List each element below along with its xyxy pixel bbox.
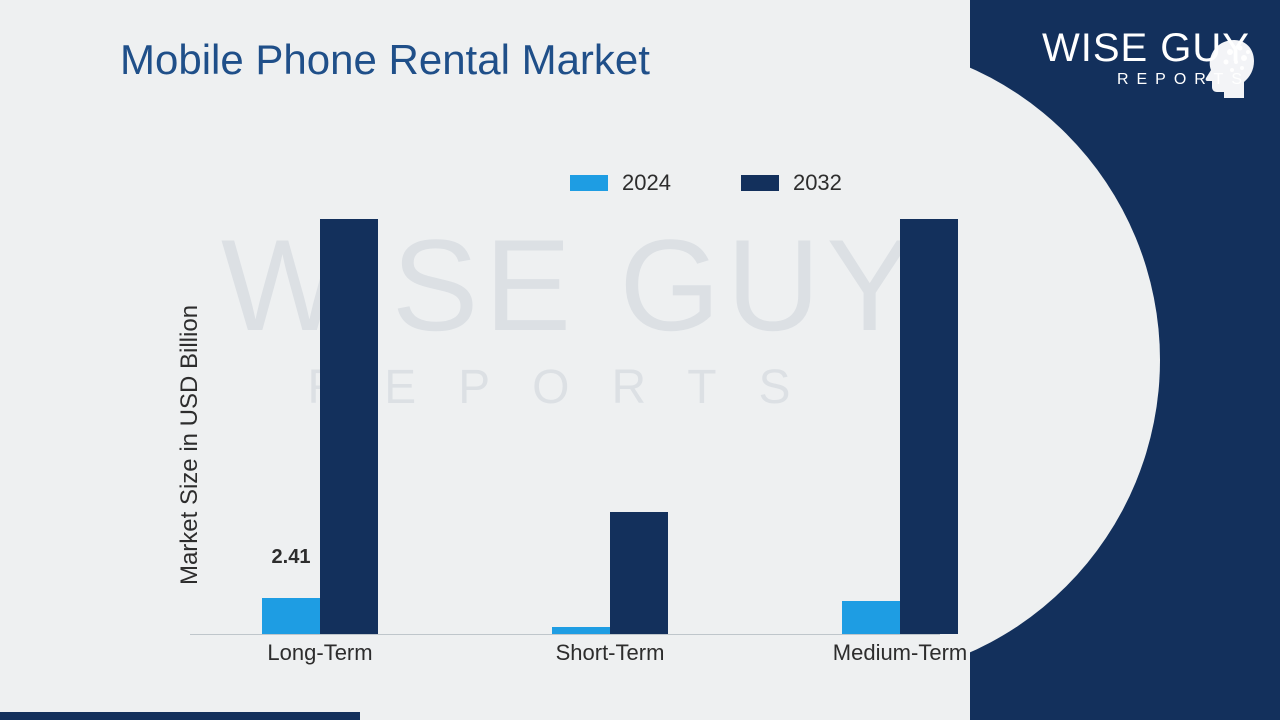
legend-item: 2032 [741, 170, 842, 196]
x-axis-labels: Long-TermShort-TermMedium-Term [190, 640, 940, 670]
bar [320, 219, 378, 634]
legend-label: 2024 [622, 170, 671, 196]
bottom-accent-bar [0, 712, 360, 720]
brain-head-icon [1190, 34, 1254, 98]
bar [842, 601, 900, 634]
bar [552, 627, 610, 634]
bar-group [552, 512, 668, 634]
bar-group [262, 219, 378, 634]
legend-swatch-2032 [741, 175, 779, 191]
x-axis-tick-label: Short-Term [556, 640, 665, 666]
legend-label: 2032 [793, 170, 842, 196]
legend-item: 2024 [570, 170, 671, 196]
bar [610, 512, 668, 634]
chart-canvas: WISE GUY REPORTS WISE GUY REPORTS Mobile… [0, 0, 1280, 720]
bar-group [842, 219, 958, 634]
x-axis-tick-label: Medium-Term [833, 640, 967, 666]
bar-chart: Market Size in USD Billion 2.41 Long-Ter… [100, 210, 940, 680]
legend-swatch-2024 [570, 175, 608, 191]
legend: 2024 2032 [570, 170, 842, 196]
chart-title: Mobile Phone Rental Market [120, 36, 650, 84]
bar [262, 598, 320, 634]
x-axis-tick-label: Long-Term [267, 640, 372, 666]
brand-logo: WISE GUY REPORTS [1042, 28, 1250, 88]
bar [900, 219, 958, 634]
plot-area: 2.41 [190, 220, 940, 635]
